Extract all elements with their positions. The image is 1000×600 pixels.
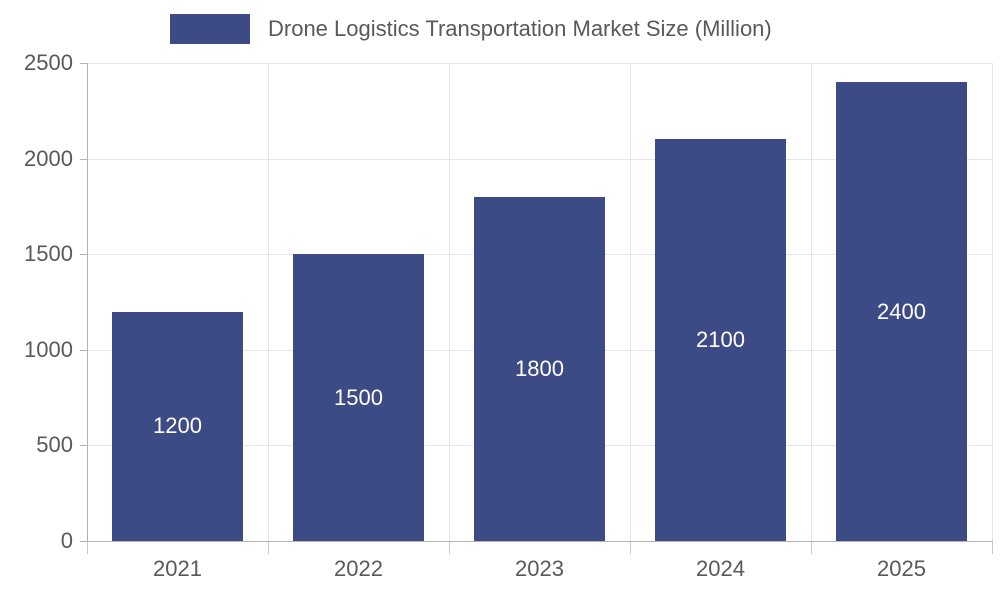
gridline-horizontal (87, 158, 992, 160)
y-axis-tick-mark (80, 63, 87, 64)
x-axis-tick-mark (268, 542, 269, 554)
x-axis-tick-mark (87, 542, 88, 554)
gridline-horizontal (87, 63, 992, 64)
bar[interactable] (474, 196, 605, 541)
x-axis-line (87, 541, 993, 542)
y-axis-tick-mark (80, 541, 87, 542)
plot-area: 1200 1500 1800 2100 2400 (87, 63, 993, 542)
bar[interactable] (655, 139, 786, 541)
gridline-vertical (992, 63, 993, 541)
y-axis-tick-mark (80, 254, 87, 255)
y-axis-line (87, 63, 88, 541)
y-axis-tick-label: 2500 (24, 50, 73, 75)
legend-label: Drone Logistics Transportation Market Si… (268, 16, 772, 41)
x-axis-tick-label: 2023 (515, 556, 564, 581)
x-axis-tick-mark (630, 542, 631, 554)
gridline-vertical (449, 63, 450, 541)
bar[interactable] (836, 82, 967, 541)
y-axis-tick-mark (80, 445, 87, 446)
y-axis-tick-label: 2000 (24, 145, 73, 171)
chart-legend: Drone Logistics Transportation Market Si… (170, 10, 772, 48)
x-axis-tick-label: 2024 (696, 556, 745, 581)
y-axis-tick-mark (80, 159, 87, 160)
x-axis-tick-mark (811, 542, 812, 554)
y-axis-tick-label: 500 (36, 432, 73, 458)
y-axis-tick-label: 1500 (24, 241, 73, 267)
x-axis-tick-mark (449, 542, 450, 554)
gridline-vertical (811, 63, 812, 541)
bar[interactable] (293, 254, 424, 541)
y-axis-tick-label: 0 (60, 528, 73, 553)
x-axis-tick-label: 2021 (153, 556, 202, 581)
x-axis-tick-label: 2025 (877, 556, 926, 581)
y-axis-tick-label: 1000 (24, 336, 73, 362)
x-axis-tick-mark (992, 542, 993, 554)
legend-swatch-icon (170, 14, 250, 44)
gridline-vertical (268, 63, 269, 541)
bar[interactable] (112, 311, 243, 541)
x-axis-tick-label: 2022 (334, 556, 383, 581)
y-axis-tick-mark (80, 350, 87, 351)
gridline-vertical (630, 63, 631, 541)
